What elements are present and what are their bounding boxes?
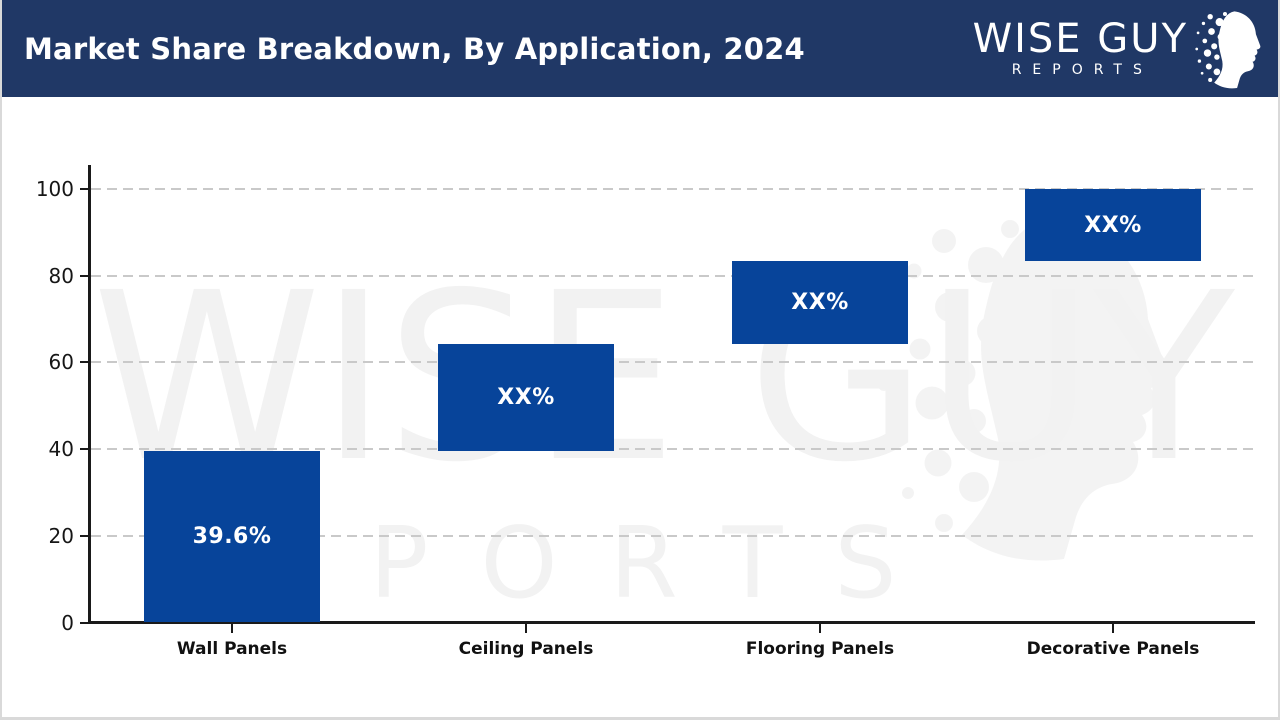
- logo-subtitle: REPORTS: [1011, 62, 1153, 78]
- y-tick-label: 40: [48, 437, 74, 462]
- y-tick-label: 60: [48, 350, 74, 375]
- y-tick-mark: [80, 621, 89, 624]
- chart-title: Market Share Breakdown, By Application, …: [24, 31, 805, 66]
- gridline-60: [91, 361, 1255, 364]
- y-tick-label: 80: [48, 263, 74, 288]
- x-tick-mark: [525, 624, 527, 633]
- y-tick-label: 100: [35, 177, 74, 201]
- bar-value-label: XX%: [791, 290, 849, 316]
- bar-flooring-panels: XX%: [732, 261, 908, 345]
- logo-wordmark: WISE GUY: [972, 16, 1188, 62]
- x-axis-label: Wall Panels: [176, 639, 288, 659]
- y-tick-mark: [80, 448, 89, 451]
- gridline-20: [91, 534, 1255, 537]
- bar-ceiling-panels: XX%: [438, 344, 614, 451]
- y-tick-label: 0: [61, 610, 74, 635]
- logo-text-block: WISE GUY REPORTS: [973, 19, 1188, 78]
- y-tick-mark: [80, 188, 89, 190]
- bar-value-label: 39.6%: [192, 524, 272, 550]
- bar-decorative-panels: XX%: [1025, 189, 1201, 262]
- y-tick-mark: [80, 361, 89, 364]
- x-axis-label: Decorative Panels: [1026, 639, 1200, 659]
- bar-value-label: XX%: [497, 385, 555, 410]
- x-tick-mark: [1112, 624, 1114, 633]
- header-bar: Market Share Breakdown, By Application, …: [2, 0, 1278, 97]
- gridline-40: [91, 448, 1255, 451]
- gridline-80: [91, 274, 1255, 277]
- x-axis-label: Flooring Panels: [745, 639, 895, 659]
- bar-wall-panels: 39.6%: [144, 450, 320, 623]
- wiseguy-logo: WISE GUY REPORTS: [973, 8, 1264, 90]
- x-tick-mark: [231, 624, 233, 633]
- y-tick-mark: [80, 534, 89, 537]
- bar-value-label: XX%: [1084, 212, 1142, 238]
- wiseguy-head-icon: [1195, 10, 1261, 88]
- y-tick-mark: [80, 274, 89, 277]
- x-tick-mark: [819, 624, 821, 633]
- y-tick-label: 20: [48, 523, 74, 548]
- y-axis-line: [88, 165, 91, 624]
- x-axis-line: [88, 621, 1255, 624]
- gridline-100: [91, 188, 1255, 190]
- x-axis-label: Ceiling Panels: [458, 639, 594, 659]
